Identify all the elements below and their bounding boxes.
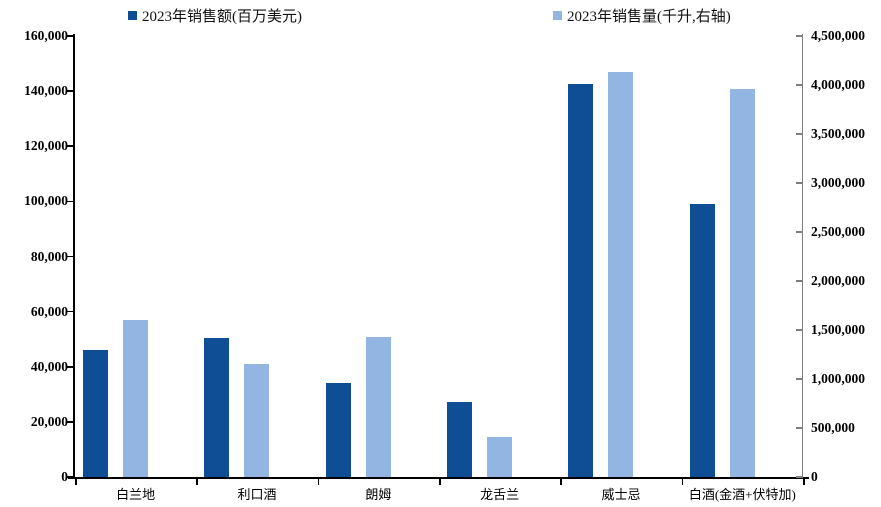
left-axis-tick-label: 140,000 xyxy=(24,83,68,99)
left-axis-tick-label: 80,000 xyxy=(30,248,68,264)
right-axis-tick-label: 2,000,000 xyxy=(811,273,865,288)
left-axis-tick-mark xyxy=(67,90,74,92)
right-axis-tick-mark xyxy=(796,35,803,37)
left-axis-line xyxy=(73,34,75,477)
left-axis-tick-mark xyxy=(67,365,74,368)
category-slot xyxy=(682,36,803,477)
bar-sales xyxy=(204,337,230,477)
bar-volume xyxy=(487,436,512,477)
bottom-axis-tick-mark xyxy=(196,479,198,485)
left-axis-tick-label: 100,000 xyxy=(24,193,68,209)
right-axis-tick-label: 3,500,000 xyxy=(811,126,865,141)
bar-volume xyxy=(244,364,270,477)
bottom-axis-line xyxy=(68,477,809,479)
legend-item-sales: 2023年销售额(百万美元) xyxy=(128,5,302,26)
right-axis-tick-mark xyxy=(796,378,803,380)
left-axis-tick-mark xyxy=(67,476,74,478)
category-slot xyxy=(439,36,560,477)
right-axis-tick-label: 500,000 xyxy=(811,420,855,435)
category-slot xyxy=(560,36,681,477)
bar-volume xyxy=(123,320,148,477)
legend-swatch-sales xyxy=(128,11,137,20)
right-axis-tick-mark xyxy=(796,329,803,331)
legend-swatch-volume xyxy=(553,11,562,20)
bottom-axis-tick-mark xyxy=(75,479,77,485)
bar-sales xyxy=(447,401,472,477)
right-axis-tick-label: 3,000,000 xyxy=(811,175,865,190)
right-axis-tick-mark xyxy=(796,280,803,282)
right-axis-tick-mark xyxy=(796,231,803,233)
right-axis-tick-label: 2,500,000 xyxy=(811,224,865,239)
legend-label-sales: 2023年销售额(百万美元) xyxy=(142,9,302,25)
left-axis-tick-label: 40,000 xyxy=(30,358,68,374)
category-label: 朗姆 xyxy=(365,487,392,502)
right-axis-line xyxy=(802,34,803,477)
left-axis-tick-mark xyxy=(67,421,74,423)
legend-item-volume: 2023年销售量(千升,右轴) xyxy=(553,5,731,26)
bar-sales xyxy=(689,204,715,477)
right-axis-tick-mark xyxy=(796,476,803,478)
right-axis-tick-label: 1,000,000 xyxy=(811,371,865,386)
category-slot xyxy=(75,36,196,477)
category-label: 威士忌 xyxy=(601,487,641,502)
bar-sales xyxy=(568,84,594,477)
left-axis-tick-mark xyxy=(67,255,74,258)
plot-area xyxy=(75,36,803,477)
left-axis-tick-mark xyxy=(67,35,74,37)
bottom-axis-tick-mark xyxy=(560,479,562,485)
left-axis-tick-label: 160,000 xyxy=(24,28,68,43)
left-axis-tick-label: 120,000 xyxy=(24,138,68,154)
bottom-axis-tick-mark xyxy=(681,479,684,485)
category-slot xyxy=(196,36,317,477)
bar-volume xyxy=(729,88,755,477)
left-axis-tick-mark xyxy=(67,200,74,203)
category-label: 白兰地 xyxy=(116,487,156,502)
category-label: 利口酒 xyxy=(237,487,277,502)
right-axis-tick-label: 1,500,000 xyxy=(811,322,865,337)
left-axis-tick-label: 20,000 xyxy=(30,413,68,429)
right-axis-tick-mark xyxy=(796,84,803,86)
category-label: 龙舌兰 xyxy=(480,487,520,502)
bar-sales xyxy=(83,350,108,477)
right-axis-tick-mark xyxy=(796,182,803,184)
category-slot xyxy=(318,36,439,477)
bar-volume xyxy=(365,336,391,477)
bottom-axis-tick-mark xyxy=(439,479,441,485)
bar-volume xyxy=(608,72,634,477)
left-axis-tick-mark xyxy=(67,145,74,148)
legend-label-volume: 2023年销售量(千升,右轴) xyxy=(567,9,731,25)
bottom-axis-tick-mark xyxy=(317,479,320,485)
right-axis-tick-label: 4,500,000 xyxy=(811,28,865,43)
left-axis-tick-label: 60,000 xyxy=(30,303,68,319)
right-axis-tick-mark xyxy=(796,133,803,135)
bottom-axis-tick-mark xyxy=(803,479,805,485)
right-axis-tick-label: 4,000,000 xyxy=(811,77,865,92)
left-axis-tick-label: 0 xyxy=(61,469,68,484)
bar-sales xyxy=(325,383,351,477)
left-axis-tick-mark xyxy=(67,310,74,313)
right-axis-tick-label: 0 xyxy=(811,469,818,484)
category-label: 白酒(金酒+伏特加) xyxy=(688,487,796,502)
right-axis-tick-mark xyxy=(796,427,803,429)
